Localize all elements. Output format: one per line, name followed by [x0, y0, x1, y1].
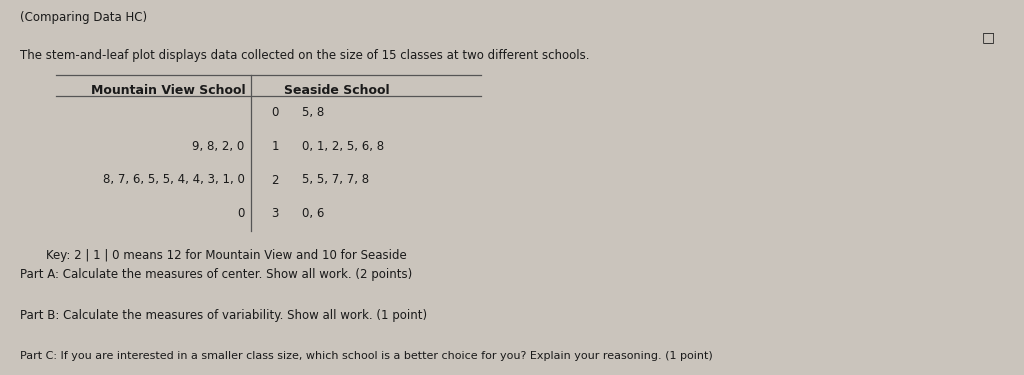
Text: 0: 0 — [238, 207, 245, 220]
Text: (Comparing Data HC): (Comparing Data HC) — [20, 11, 147, 24]
Text: 0, 6: 0, 6 — [302, 207, 325, 220]
Text: Part C: If you are interested in a smaller class size, which school is a better : Part C: If you are interested in a small… — [20, 351, 714, 361]
Text: 3: 3 — [271, 207, 279, 220]
Text: 8, 7, 6, 5, 5, 4, 4, 3, 1, 0: 8, 7, 6, 5, 5, 4, 4, 3, 1, 0 — [102, 174, 245, 186]
Text: Key: 2 | 1 | 0 means 12 for Mountain View and 10 for Seaside: Key: 2 | 1 | 0 means 12 for Mountain Vie… — [46, 249, 407, 262]
Text: 5, 5, 7, 7, 8: 5, 5, 7, 7, 8 — [302, 174, 370, 186]
Text: 1: 1 — [271, 140, 279, 153]
Text: Part A: Calculate the measures of center. Show all work. (2 points): Part A: Calculate the measures of center… — [20, 268, 413, 281]
Text: Mountain View School: Mountain View School — [91, 84, 246, 96]
Text: Seaside School: Seaside School — [284, 84, 389, 96]
Text: 0, 1, 2, 5, 6, 8: 0, 1, 2, 5, 6, 8 — [302, 140, 384, 153]
Text: Part B: Calculate the measures of variability. Show all work. (1 point): Part B: Calculate the measures of variab… — [20, 309, 428, 322]
Text: 0: 0 — [271, 106, 279, 119]
Text: 5, 8: 5, 8 — [302, 106, 325, 119]
Text: The stem-and-leaf plot displays data collected on the size of 15 classes at two : The stem-and-leaf plot displays data col… — [20, 49, 590, 62]
Text: □: □ — [982, 30, 995, 44]
Text: 2: 2 — [271, 174, 279, 186]
Text: 9, 8, 2, 0: 9, 8, 2, 0 — [193, 140, 245, 153]
